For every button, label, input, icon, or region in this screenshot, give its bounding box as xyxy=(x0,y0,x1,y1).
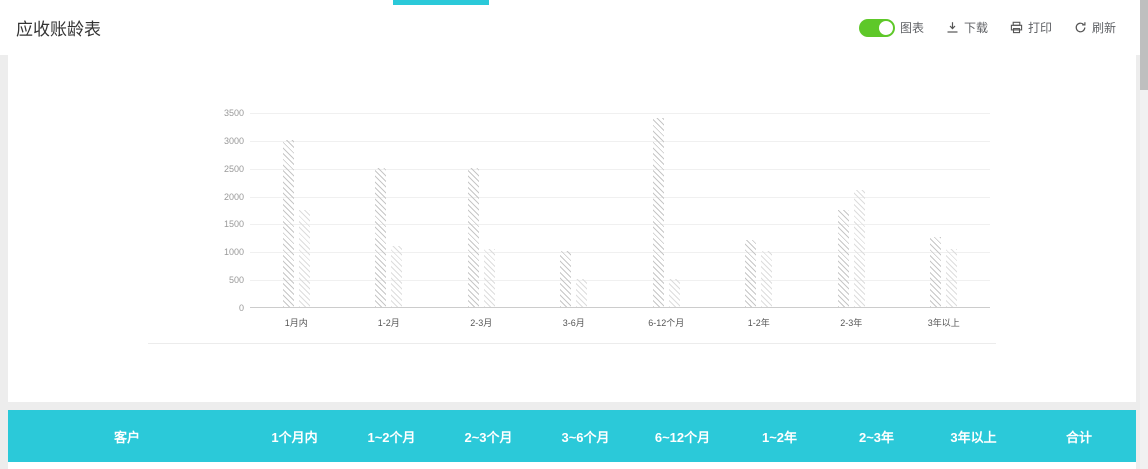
aging-bar-chart: 0 500 1000 1500 2000 2500 3000 3500 1月内 1-2月 2-3月… xyxy=(224,108,990,329)
bar-series-2 xyxy=(761,251,773,307)
y-axis-tick: 1500 xyxy=(223,219,244,230)
bar-series-2 xyxy=(298,209,310,307)
bar-series-1 xyxy=(467,167,479,307)
x-axis-label: 1月内 xyxy=(284,318,308,328)
x-axis-label: 3年以上 xyxy=(927,318,960,328)
y-axis-tick: 2500 xyxy=(223,163,244,174)
bar-group xyxy=(250,113,343,307)
gridline xyxy=(250,140,990,142)
top-tab-indicator xyxy=(393,0,489,5)
table-header-cell: 3~6个月 xyxy=(561,429,610,445)
bar-series-1 xyxy=(375,167,387,307)
table-header-cell: 1个月内 xyxy=(271,429,318,445)
table-header-cell: 2~3个月 xyxy=(464,429,513,445)
page-header: 应收账龄表 图表 下载 xyxy=(0,0,1148,55)
x-axis-label: 2-3年 xyxy=(840,318,863,328)
gridline xyxy=(250,196,990,198)
refresh-label: 刷新 xyxy=(1091,21,1116,35)
table-header-cell: 1~2个月 xyxy=(367,429,416,445)
y-axis-tick: 3500 xyxy=(223,108,244,118)
toggle-knob xyxy=(878,20,893,35)
x-axis-label: 2-3月 xyxy=(470,318,493,328)
bar-series-1 xyxy=(652,117,664,307)
bar-series-2 xyxy=(668,279,680,307)
print-button[interactable]: 打印 xyxy=(1010,19,1052,36)
bar-group xyxy=(713,113,806,307)
bar-series-2 xyxy=(946,248,958,307)
gridline xyxy=(250,168,990,170)
bar-series-1 xyxy=(745,240,757,307)
print-icon xyxy=(1010,21,1023,34)
download-icon xyxy=(946,21,959,34)
bar-series-1 xyxy=(930,237,942,307)
x-axis-label: 6-12个月 xyxy=(648,318,685,328)
y-axis-tick: 1000 xyxy=(223,247,244,258)
bar-series-2 xyxy=(483,248,495,307)
bar-series-1 xyxy=(282,139,294,307)
chart-toggle-label: 图表 xyxy=(899,21,924,35)
chart-x-labels: 1月内 1-2月 2-3月 3-6月 6-12个月 1-2年 2-3年 3年以上 xyxy=(250,316,990,329)
bar-series-2 xyxy=(391,245,403,307)
bar-group xyxy=(435,113,528,307)
x-axis-label: 3-6月 xyxy=(562,318,585,328)
gridline xyxy=(250,224,990,226)
bar-series-1 xyxy=(837,209,849,307)
x-axis-label: 1-2年 xyxy=(747,318,770,328)
chart-toggle-group: 图表 xyxy=(858,18,924,37)
bar-series-1 xyxy=(560,251,572,307)
y-axis-tick: 500 xyxy=(228,275,244,286)
scrollbar-thumb[interactable] xyxy=(1140,0,1148,90)
header-controls: 图表 下载 打印 xyxy=(858,18,1116,37)
chart-plot: 0 500 1000 1500 2000 2500 3000 3500 xyxy=(224,108,990,313)
y-axis-tick: 2000 xyxy=(223,191,244,202)
refresh-button[interactable]: 刷新 xyxy=(1074,19,1116,36)
table-header-cell: 客户 xyxy=(113,429,140,445)
bar-series-2 xyxy=(576,279,588,307)
table-header-row: 客户 1个月内 1~2个月 2~3个月 3~6个月 6~12个月 1~2年 2~3年 3年以上 合… xyxy=(8,410,1136,462)
table-header-cell: 合计 xyxy=(1065,429,1092,445)
refresh-icon xyxy=(1074,21,1087,34)
download-button[interactable]: 下载 xyxy=(946,19,988,36)
scrollbar[interactable] xyxy=(1140,0,1148,469)
bar-group xyxy=(528,113,621,307)
x-axis-label: 1-2月 xyxy=(377,318,400,328)
chart-panel: 0 500 1000 1500 2000 2500 3000 3500 1月内 1-2月 2-3月… xyxy=(8,55,1136,402)
bottom-strip xyxy=(8,462,1136,469)
chart-view-toggle[interactable] xyxy=(858,18,895,37)
gridline xyxy=(250,113,990,114)
bar-group xyxy=(343,113,436,307)
download-label: 下载 xyxy=(963,21,988,35)
bar-group xyxy=(898,113,991,307)
y-axis-tick: 3000 xyxy=(223,135,244,146)
table-header-cell: 1~2年 xyxy=(761,429,798,445)
chart-divider xyxy=(148,343,996,344)
bar-group xyxy=(620,113,713,307)
bar-group xyxy=(805,113,898,307)
gridline xyxy=(250,280,990,282)
chart-bar-groups xyxy=(250,113,990,307)
y-axis-tick: 0 xyxy=(238,303,244,313)
print-label: 打印 xyxy=(1027,21,1052,35)
gridline xyxy=(250,252,990,254)
table-header-cell: 2~3年 xyxy=(858,429,895,445)
table-header-cell: 6~12个月 xyxy=(654,429,711,445)
page-title: 应收账龄表 xyxy=(16,20,101,39)
bar-series-2 xyxy=(853,190,865,307)
table-header-cell: 3年以上 xyxy=(950,429,997,445)
